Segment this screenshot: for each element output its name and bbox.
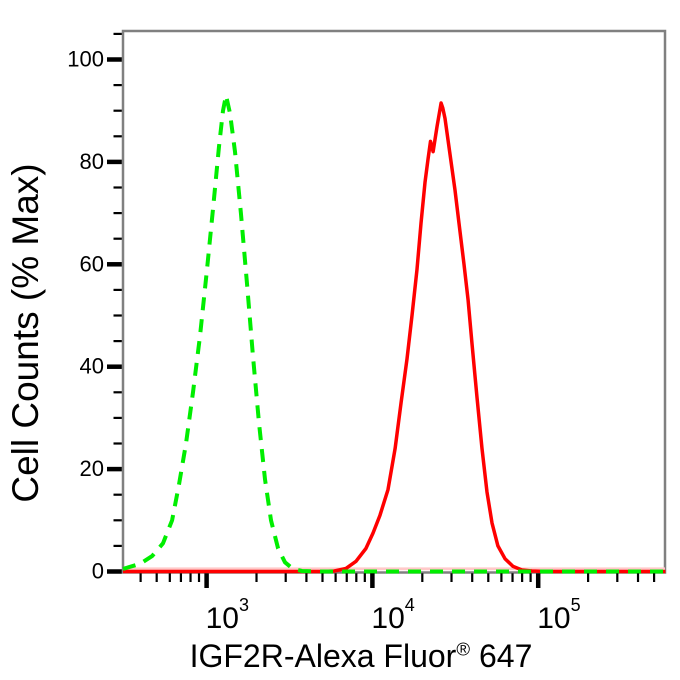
y-axis-major-ticks	[107, 57, 122, 574]
red-solid-curve	[123, 101, 666, 574]
y-tick-label: 20	[80, 456, 104, 481]
y-tick-label: 40	[80, 354, 104, 379]
y-tick-label: 0	[92, 559, 104, 584]
x-axis-title-main: IGF2R-Alexa Fluor	[189, 638, 457, 674]
y-tick-label: 80	[80, 149, 104, 174]
x-axis-title-suffix: 647	[479, 638, 533, 674]
y-axis-title: Cell Counts (% Max)	[5, 53, 47, 613]
x-axis-title: IGF2R-Alexa Fluor® 647	[21, 638, 680, 675]
y-axis-tick-labels: 0 20 40 60 80 100	[67, 47, 104, 584]
x-axis-tick-labels: 103 104 105	[206, 595, 581, 635]
y-axis-minor-ticks	[113, 32, 122, 548]
y-tick-label: 60	[80, 251, 104, 276]
green-dashed-curve	[122, 93, 666, 574]
registered-trademark-icon: ®	[456, 638, 470, 660]
x-axis-minor-ticks	[139, 573, 656, 582]
y-axis-title-text: Cell Counts (% Max)	[5, 163, 46, 503]
x-tick-label: 105	[537, 595, 580, 635]
y-tick-label: 100	[67, 47, 104, 72]
x-axis-major-ticks	[204, 573, 541, 588]
x-tick-label: 103	[206, 595, 249, 635]
x-tick-label: 104	[371, 595, 414, 635]
